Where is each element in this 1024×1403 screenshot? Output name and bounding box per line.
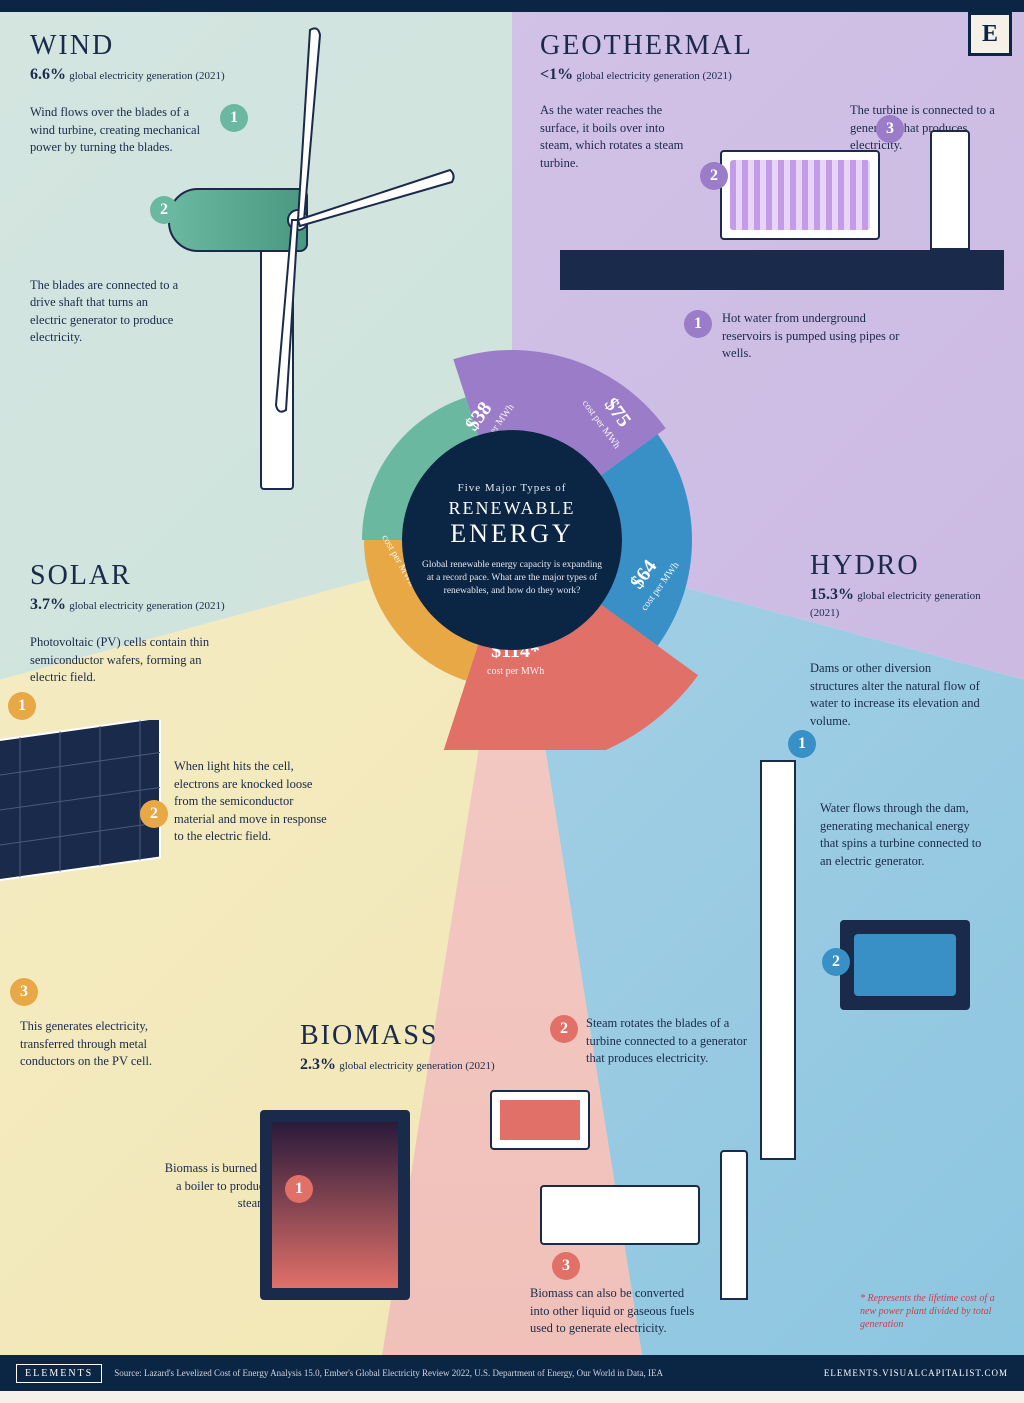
biomass-generator xyxy=(540,1185,700,1245)
biomass-turbine xyxy=(490,1090,590,1150)
biomass-stack xyxy=(720,1150,748,1300)
geo-step3-badge: 3 xyxy=(876,115,904,143)
biomass-step2-badge: 2 xyxy=(550,1015,578,1043)
geo-step2-text: As the water reaches the surface, it boi… xyxy=(540,102,690,172)
biomass-step3-badge-pos: 3 xyxy=(552,1252,580,1280)
solar-step1-badge-pos: 1 xyxy=(8,692,36,720)
geo-pct: <1% xyxy=(540,66,573,83)
hydro-step1-badge-pos: 1 xyxy=(788,730,816,758)
wind-step2-badge: 2 xyxy=(150,196,178,224)
solar-pct: 3.7% xyxy=(30,596,66,613)
hydro-dam xyxy=(760,760,796,1160)
wind-step2-text: The blades are connected to a drive shaf… xyxy=(30,277,180,347)
center-pie: Five Major Types of RENEWABLE ENERGY Glo… xyxy=(302,330,722,750)
footer: ELEMENTS Source: Lazard's Levelized Cost… xyxy=(0,1355,1024,1391)
top-bar xyxy=(0,0,1024,12)
solar-step2-badge: 2 xyxy=(140,800,168,828)
hydro-step2-badge: 2 xyxy=(822,948,850,976)
section-hydro: HYDRO 15.3% global electricity generatio… xyxy=(810,550,1010,730)
biomass-stat-label: global electricity generation (2021) xyxy=(339,1060,494,1072)
biomass-step1-text: Biomass is burned in a boiler to produce… xyxy=(160,1160,270,1213)
hydro-title: HYDRO xyxy=(810,550,1010,582)
hydro-pct: 15.3% xyxy=(810,586,854,603)
geo-ground xyxy=(560,250,1004,290)
biomass-step1-badge-pos: 1 xyxy=(285,1175,313,1203)
hydro-step1-badge: 1 xyxy=(788,730,816,758)
solar-step2-badge-pos: 2 xyxy=(140,800,168,828)
geo-stat-label: global electricity generation (2021) xyxy=(576,70,731,82)
biomass-boiler xyxy=(260,1110,410,1300)
wind-stat-label: global electricity generation (2021) xyxy=(69,70,224,82)
geo-turbine-box xyxy=(720,150,880,240)
biomass-step3-badge: 3 xyxy=(552,1252,580,1280)
geo-stack xyxy=(930,130,970,250)
wind-step1-text: Wind flows over the blades of a wind tur… xyxy=(30,104,210,157)
solar-step3-text: This generates electricity, transferred … xyxy=(20,1018,200,1071)
solar-step3-badge-pos: 3 xyxy=(10,978,38,1006)
biomass-step3-text: Biomass can also be converted into other… xyxy=(530,1285,700,1338)
biomass-step1-badge: 1 xyxy=(285,1175,313,1203)
pie-center: Five Major Types of RENEWABLE ENERGY Glo… xyxy=(402,430,622,650)
brand-logo: E xyxy=(968,12,1012,56)
geo-step1-text: Hot water from underground reservoirs is… xyxy=(722,310,902,363)
pie-kicker: Five Major Types of xyxy=(458,482,567,494)
footer-brand: ELEMENTS xyxy=(16,1364,102,1383)
solar-stat-label: global electricity generation (2021) xyxy=(69,600,224,612)
footnote: * Represents the lifetime cost of a new … xyxy=(860,1292,1000,1331)
geo-step2-badge-pos: 2 xyxy=(700,162,728,190)
pie-subtitle: Global renewable energy capacity is expa… xyxy=(422,559,602,599)
hydro-step2-badge-pos: 2 xyxy=(822,948,850,976)
hydro-generator xyxy=(840,920,970,1010)
pie-title1: RENEWABLE xyxy=(449,498,576,519)
hydro-step1-text: Dams or other diversion structures alter… xyxy=(810,660,980,730)
wind-pct: 6.6% xyxy=(30,66,66,83)
solar-panel-icon xyxy=(0,720,200,920)
footer-source: Source: Lazard's Levelized Cost of Energ… xyxy=(114,1368,663,1379)
footer-url: ELEMENTS.VISUALCAPITALIST.COM xyxy=(824,1368,1008,1378)
biomass-pct: 2.3% xyxy=(300,1056,336,1073)
solar-step3-badge: 3 xyxy=(10,978,38,1006)
solar-step1-text: Photovoltaic (PV) cells contain thin sem… xyxy=(30,634,210,687)
hydro-step2-text: Water flows through the dam, generating … xyxy=(820,800,990,870)
solar-step1-badge: 1 xyxy=(8,692,36,720)
wind-step1-badge: 1 xyxy=(220,104,248,132)
hydro-stat: 15.3% global electricity generation (202… xyxy=(810,586,1010,620)
geo-step3-badge-pos: 3 xyxy=(876,115,904,143)
solar-step2-text: When light hits the cell, electrons are … xyxy=(174,758,334,846)
geo-step2-badge: 2 xyxy=(700,162,728,190)
geo-stat: <1% global electricity generation (2021) xyxy=(540,66,1000,84)
pie-title2: ENERGY xyxy=(450,519,573,549)
biomass-step2-text: Steam rotates the blades of a turbine co… xyxy=(586,1015,756,1068)
wind-step2-badge-pos: 2 xyxy=(150,196,178,224)
geo-title: GEOTHERMAL xyxy=(540,30,1000,62)
